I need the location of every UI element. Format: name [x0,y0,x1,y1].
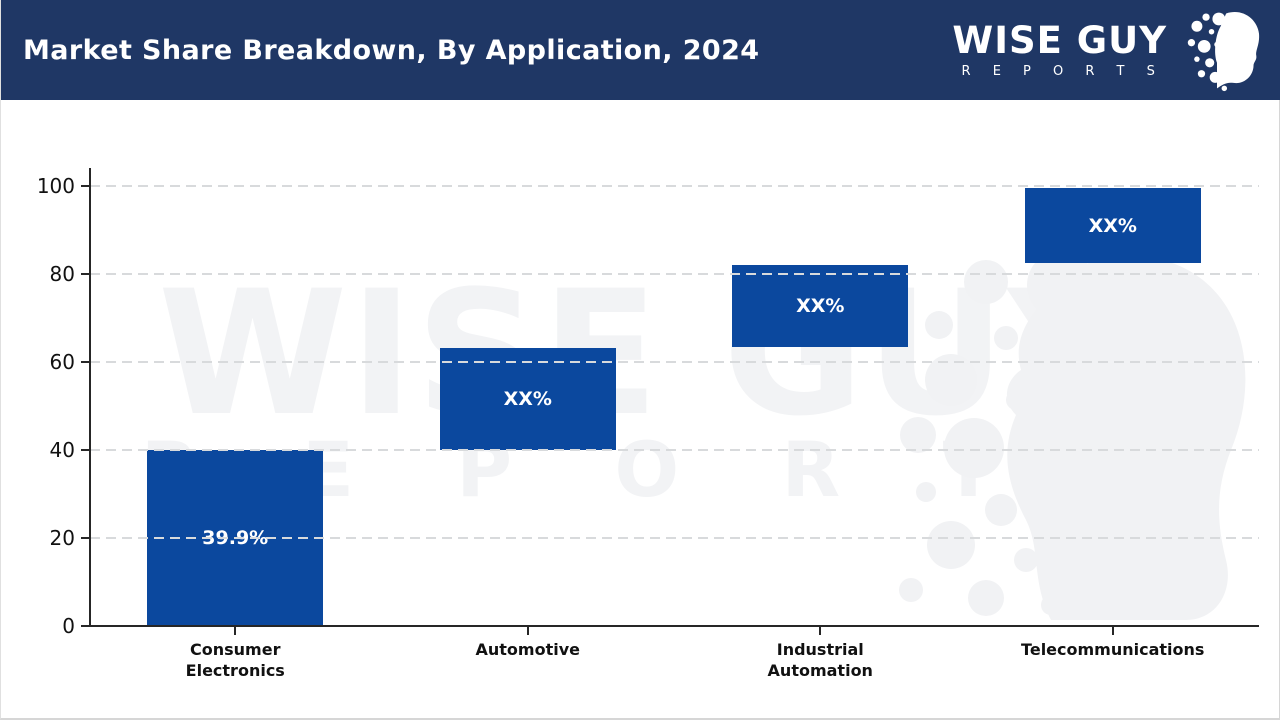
brand-text: WISE GUY R E P O R T S [952,19,1167,79]
y-tick-label: 40 [49,438,75,462]
x-tick-mark [819,627,822,635]
y-tick-label: 100 [36,174,75,198]
x-axis [89,625,1259,627]
gridline [90,273,1259,275]
bar-industrial-automation: XX% [732,265,909,347]
watermark-text-big: WISE GUY [157,268,1135,443]
category-label: Automotive [475,640,581,659]
y-tick-label: 60 [49,350,75,374]
category-label: Industrial Automation [767,640,873,680]
gridline [90,537,1259,539]
y-tick-mark [81,273,89,275]
x-tick-mark [1111,627,1114,635]
watermark-text-small: R E P O R T S [141,432,1161,508]
bar-telecommunications: XX% [1024,187,1201,264]
x-tick-mark [526,627,529,635]
watermark-head-icon [899,251,1246,620]
bar-consumer-electronics: 39.9% [147,450,324,626]
header: Market Share Breakdown, By Application, … [1,0,1280,100]
y-tick-mark [81,449,89,451]
y-tick-mark [81,537,89,539]
gridline [90,449,1259,451]
bar-value-label: XX% [503,387,552,410]
brand-logo: WISE GUY R E P O R T S [952,8,1263,92]
category-label: Telecommunications [1021,640,1205,659]
logo-head-icon [1187,12,1260,92]
y-axis [89,168,91,627]
y-tick-label: 80 [49,262,75,286]
bar-value-label: XX% [796,294,845,317]
gridline [90,185,1259,187]
x-tick-mark [234,627,237,635]
y-tick-mark [81,185,89,187]
brand-sub: R E P O R T S [961,63,1164,79]
y-tick-mark [81,361,89,363]
y-tick-label: 20 [49,526,75,550]
bar-value-label: 39.9% [202,527,269,550]
category-label: Consumer Electronics [185,640,285,680]
gridline [90,361,1259,363]
y-tick-mark [81,625,89,627]
bar-value-label: XX% [1088,214,1137,237]
bar-automotive: XX% [439,347,616,450]
y-tick-label: 0 [62,614,75,638]
page-title: Market Share Breakdown, By Application, … [23,34,760,66]
brand-name: WISE GUY [952,19,1167,63]
